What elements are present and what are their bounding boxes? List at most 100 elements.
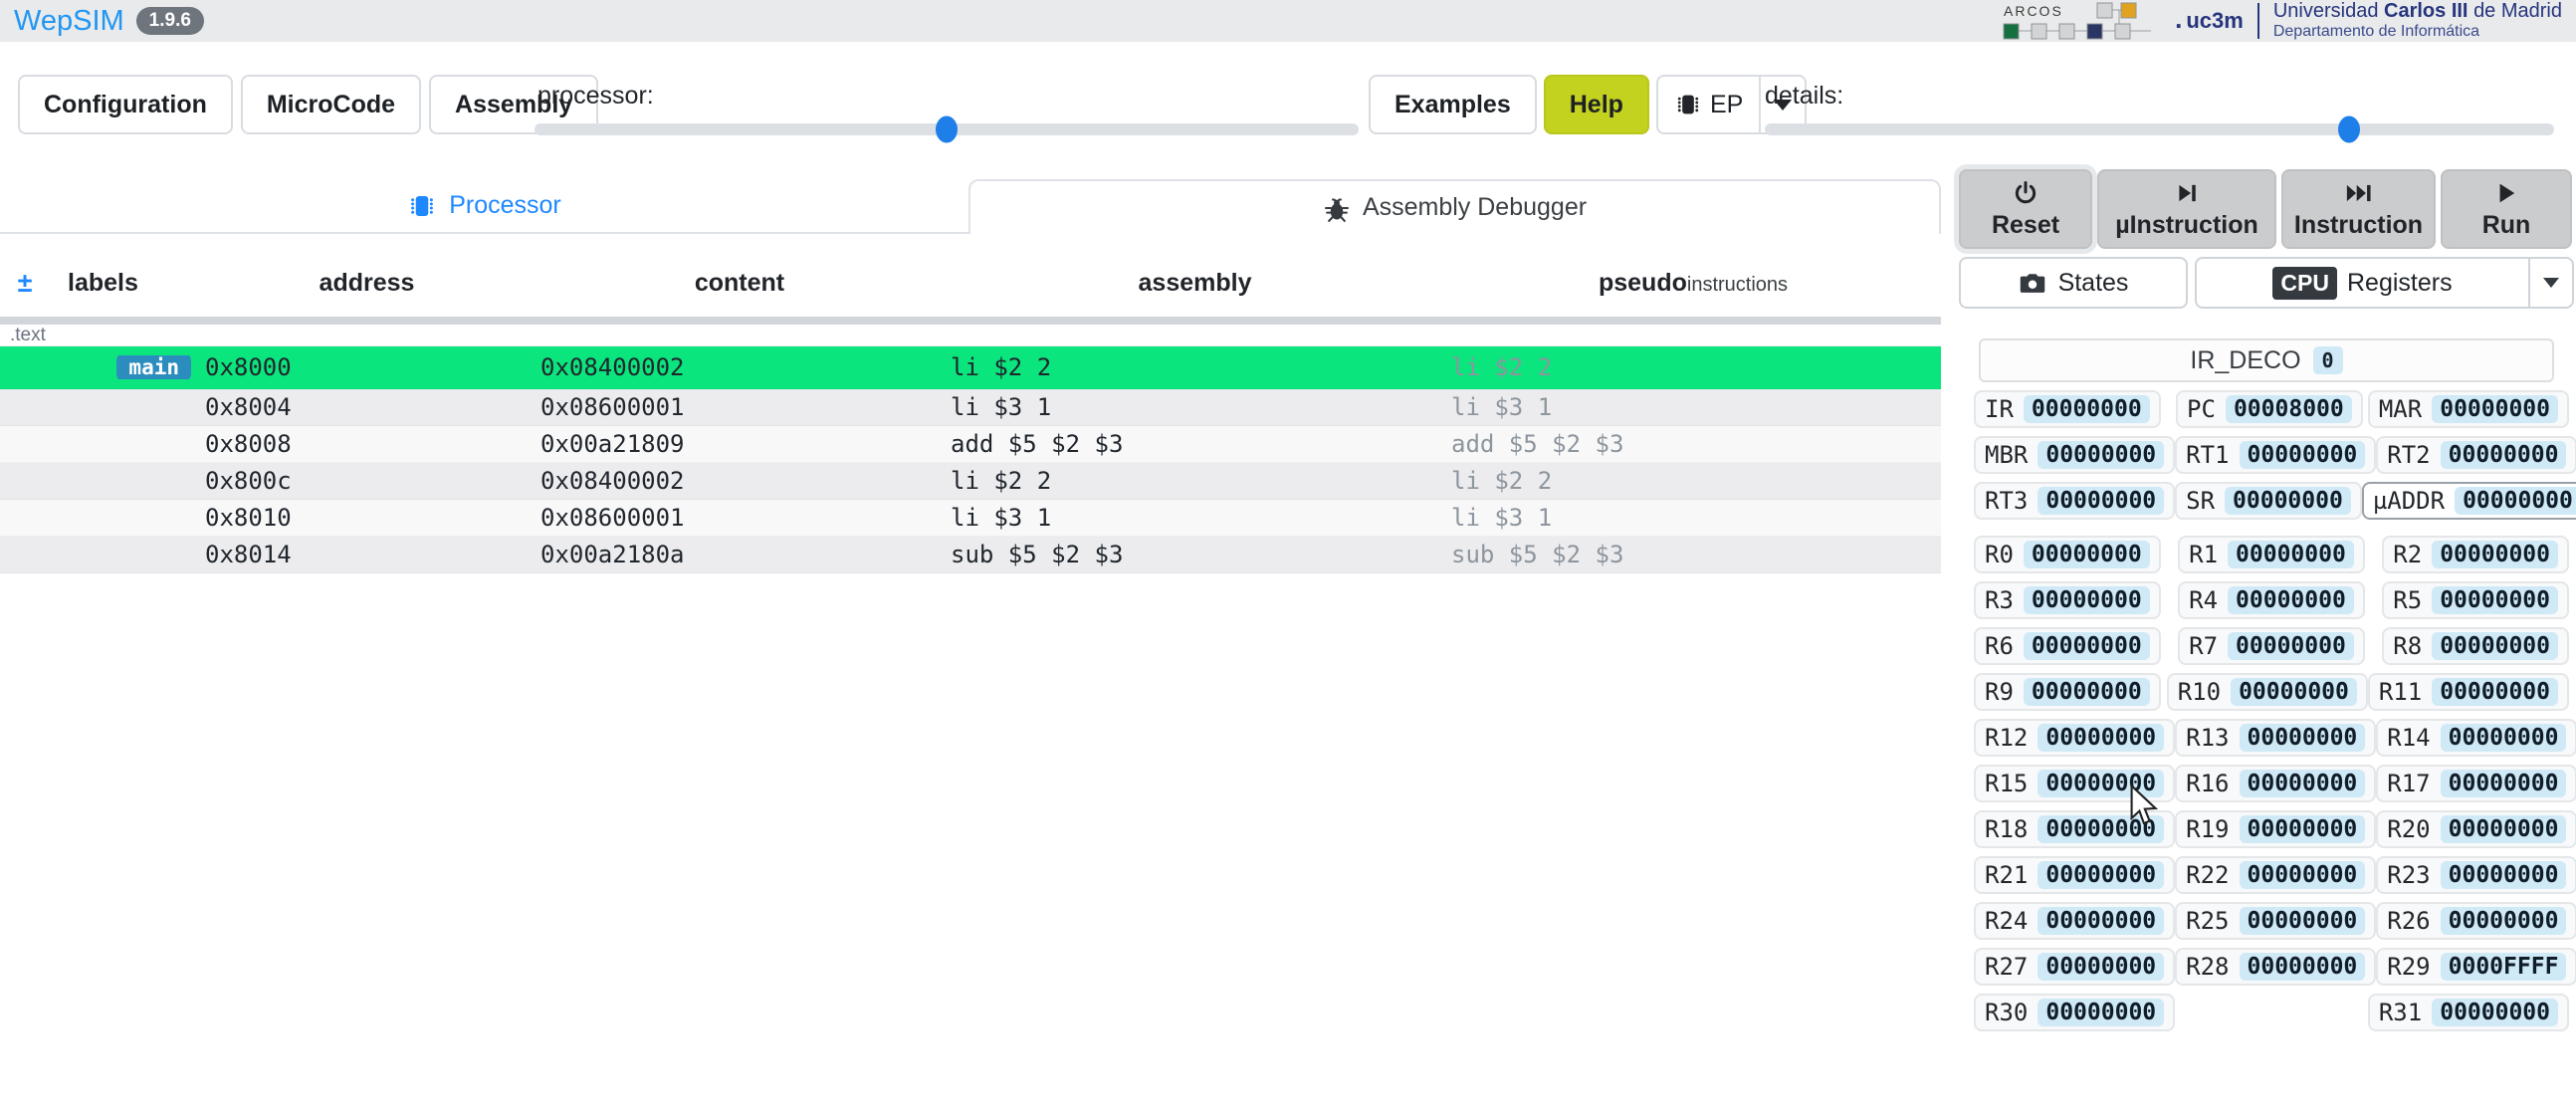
register-name: R10	[2177, 678, 2222, 706]
register-R8[interactable]: R8 00000000	[2382, 627, 2569, 665]
register-R16[interactable]: R16 00000000	[2175, 765, 2377, 802]
table-row[interactable]: 0x8010 0x08600001 li $3 1 li $3 1	[0, 500, 1941, 537]
ir-deco-value: 0	[2312, 346, 2343, 374]
register-value: 00000000	[2228, 632, 2354, 660]
register-RT1[interactable]: RT1 00000000	[2175, 436, 2377, 474]
configuration-button[interactable]: Configuration	[18, 75, 233, 134]
register-R22[interactable]: R22 00000000	[2175, 856, 2377, 894]
register-row: R18 00000000 R19 00000000 R20 00000000	[1974, 810, 2576, 848]
register-value: 00000000	[2440, 724, 2567, 752]
register-R20[interactable]: R20 00000000	[2376, 810, 2576, 848]
register-RT3[interactable]: RT3 00000000	[1974, 482, 2176, 520]
register-R17[interactable]: R17 00000000	[2376, 765, 2576, 802]
register-R19[interactable]: R19 00000000	[2175, 810, 2377, 848]
register-R31[interactable]: R31 00000000	[2367, 994, 2569, 1031]
register-name: R12	[1985, 724, 2029, 752]
register-R13[interactable]: R13 00000000	[2175, 719, 2377, 757]
register-R9[interactable]: R9 00000000	[1974, 673, 2161, 711]
help-button[interactable]: Help	[1543, 75, 1649, 134]
register-row: R30 00000000 R31 00000000	[1974, 994, 2569, 1031]
register-value: 00000000	[2038, 770, 2165, 797]
register-value: 00000000	[2231, 678, 2357, 706]
register-value: 00000000	[2432, 999, 2558, 1026]
register-MAR[interactable]: MAR 00000000	[2367, 390, 2569, 428]
register-R18[interactable]: R18 00000000	[1974, 810, 2176, 848]
register-name: R4	[2189, 586, 2219, 614]
run-button[interactable]: Run	[2441, 169, 2572, 249]
ep-dropdown-button[interactable]	[1759, 77, 1805, 132]
skip-forward-icon-button[interactable]: Instruction	[2281, 169, 2436, 249]
reset-button[interactable]: Reset	[1959, 169, 2092, 249]
register-value: 00000000	[2239, 861, 2366, 889]
row-content: 0x00a2180a	[540, 541, 685, 568]
table-row[interactable]: 0x8014 0x00a2180a sub $5 $2 $3 sub $5 $2 $3	[0, 537, 1941, 573]
register-R11[interactable]: R11 00000000	[2367, 673, 2569, 711]
register-µADDR[interactable]: µADDR 00000000	[2361, 482, 2576, 520]
register-R1[interactable]: R1 00000000	[2178, 536, 2365, 573]
cpu-registers-button[interactable]: CPU Registers	[2197, 259, 2528, 307]
uinstruction-button[interactable]: µInstruction	[2097, 169, 2276, 249]
register-R24[interactable]: R24 00000000	[1974, 902, 2176, 940]
register-R0[interactable]: R0 00000000	[1974, 536, 2161, 573]
register-R26[interactable]: R26 00000000	[2376, 902, 2576, 940]
register-R15[interactable]: R15 00000000	[1974, 765, 2176, 802]
row-pseudo: li $2 2	[1451, 467, 1553, 495]
register-R30[interactable]: R30 00000000	[1974, 994, 2176, 1031]
register-R7[interactable]: R7 00000000	[2178, 627, 2365, 665]
register-SR[interactable]: SR 00000000	[2175, 482, 2362, 520]
register-R10[interactable]: R10 00000000	[2166, 673, 2368, 711]
register-row: MBR 00000000 RT1 00000000 RT2 00000000	[1974, 436, 2576, 474]
states-button[interactable]: States	[1959, 257, 2188, 309]
register-name: R22	[2186, 861, 2230, 889]
table-row[interactable]: 0x800c 0x08400002 li $2 2 li $2 2	[0, 463, 1941, 500]
register-IR[interactable]: IR 00000000	[1974, 390, 2161, 428]
row-pseudo: sub $5 $2 $3	[1451, 541, 1624, 568]
ir-deco-box: IR_DECO 0	[1979, 338, 2554, 382]
register-R12[interactable]: R12 00000000	[1974, 719, 2176, 757]
execution-buttons: Reset µInstruction Instruction Run	[1959, 169, 2572, 249]
brand: WepSIM 1.9.6	[14, 5, 204, 38]
register-R5[interactable]: R5 00000000	[2382, 581, 2569, 619]
register-R2[interactable]: R2 00000000	[2382, 536, 2569, 573]
register-name: R17	[2387, 770, 2431, 797]
row-content: 0x08400002	[540, 353, 685, 381]
register-MBR[interactable]: MBR 00000000	[1974, 436, 2176, 474]
register-PC[interactable]: PC 00008000	[2176, 390, 2363, 428]
details-slider[interactable]	[1765, 115, 2554, 143]
register-R25[interactable]: R25 00000000	[2175, 902, 2377, 940]
register-R27[interactable]: R27 00000000	[1974, 948, 2176, 986]
row-assembly: sub $5 $2 $3	[951, 541, 1124, 568]
register-value: 00000000	[2239, 953, 2366, 981]
processor-slider[interactable]	[535, 115, 1359, 143]
examples-button[interactable]: Examples	[1369, 75, 1537, 134]
register-R23[interactable]: R23 00000000	[2376, 856, 2576, 894]
register-R29[interactable]: R29 0000FFFF	[2376, 948, 2576, 986]
table-row[interactable]: main 0x8000 0x08400002 li $2 2 li $2 2	[0, 346, 1941, 389]
ep-label: EP	[1709, 90, 1744, 118]
register-R28[interactable]: R28 00000000	[2175, 948, 2377, 986]
register-row: R12 00000000 R13 00000000 R14 00000000	[1974, 719, 2576, 757]
details-slider-thumb[interactable]	[2337, 115, 2360, 143]
tab-processor[interactable]: Processor	[0, 179, 968, 234]
register-bank-dropdown[interactable]	[2528, 259, 2572, 307]
register-row: R0 00000000 R1 00000000 R2 00000000	[1974, 536, 2569, 573]
register-name: RT1	[2186, 441, 2230, 469]
register-R14[interactable]: R14 00000000	[2376, 719, 2576, 757]
table-row[interactable]: 0x8008 0x00a21809 add $5 $2 $3 add $5 $2 $3	[0, 426, 1941, 463]
register-value: 00000000	[2239, 815, 2366, 843]
register-name: SR	[2186, 487, 2216, 515]
register-RT2[interactable]: RT2 00000000	[2376, 436, 2576, 474]
register-R6[interactable]: R6 00000000	[1974, 627, 2161, 665]
microcode-button[interactable]: MicroCode	[240, 75, 422, 134]
uc3m-logo: . uc3m	[2175, 4, 2244, 34]
register-R4[interactable]: R4 00000000	[2178, 581, 2365, 619]
register-R21[interactable]: R21 00000000	[1974, 856, 2176, 894]
register-value: 00000000	[2228, 586, 2354, 614]
table-row[interactable]: 0x8004 0x08600001 li $3 1 li $3 1	[0, 389, 1941, 426]
processor-slider-thumb[interactable]	[936, 115, 958, 143]
ep-button[interactable]: EP	[1658, 77, 1759, 132]
register-R3[interactable]: R3 00000000	[1974, 581, 2161, 619]
sort-icon[interactable]: ±	[17, 267, 33, 298]
tab-assembly-debugger[interactable]: Assembly Debugger	[968, 179, 1941, 234]
tab-assembly-debugger-label: Assembly Debugger	[1362, 193, 1588, 221]
